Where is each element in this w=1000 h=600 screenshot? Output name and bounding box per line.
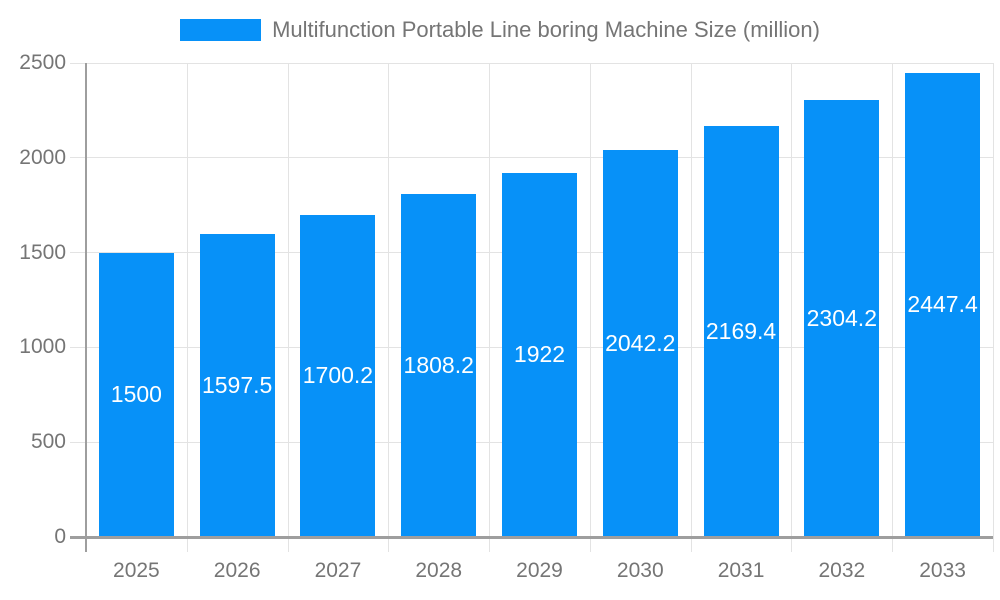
v-gridline xyxy=(186,63,188,552)
y-axis-tick-label: 0 xyxy=(54,525,66,548)
x-axis-tick-label: 2028 xyxy=(415,559,463,582)
x-axis-tick-label: 2031 xyxy=(717,559,765,582)
v-gridline xyxy=(388,63,390,552)
v-gridline xyxy=(589,63,591,552)
bar: 1500 xyxy=(98,252,174,537)
y-axis-line xyxy=(85,63,87,552)
bar: 1922 xyxy=(502,172,577,537)
bar: 1808.2 xyxy=(401,194,477,537)
h-gridline xyxy=(70,62,993,64)
v-gridline xyxy=(892,63,894,552)
y-axis-tick-label: 500 xyxy=(30,430,66,454)
bar-value-label: 2169.4 xyxy=(705,317,777,344)
x-axis-tick-label: 2025 xyxy=(113,559,160,582)
x-axis-tick-label: 2032 xyxy=(818,559,866,582)
legend-item[interactable]: Multifunction Portable Line boring Machi… xyxy=(180,17,820,43)
v-gridline xyxy=(489,63,491,552)
y-axis-tick-label: 1500 xyxy=(19,240,66,264)
bar: 2304.2 xyxy=(804,100,880,537)
x-axis-tick-label: 2026 xyxy=(213,559,261,582)
bar: 2042.2 xyxy=(602,149,678,537)
y-axis-tick-label: 2500 xyxy=(19,51,66,74)
x-axis-tick-label: 2033 xyxy=(919,559,966,582)
bar-value-label: 1500 xyxy=(110,381,162,408)
bar-value-label: 1597.5 xyxy=(201,372,273,399)
x-axis-tick-label: 2027 xyxy=(314,559,362,582)
x-axis-tick-label: 2030 xyxy=(616,559,664,582)
bar: 1597.5 xyxy=(199,234,275,537)
h-gridline xyxy=(70,157,993,159)
v-gridline xyxy=(690,63,692,552)
v-gridline xyxy=(791,63,793,552)
x-axis-tick-label: 2029 xyxy=(516,559,563,582)
chart-title: Multifunction Portable Line boring Machi… xyxy=(272,17,820,42)
bar: 2447.4 xyxy=(905,72,981,537)
bar: 2169.4 xyxy=(703,125,779,537)
bar-value-label: 2042.2 xyxy=(605,329,676,356)
bar-value-label: 1922 xyxy=(513,341,566,368)
legend: Multifunction Portable Line boring Machi… xyxy=(0,14,1000,46)
bar-value-label: 1700.2 xyxy=(302,362,374,389)
v-gridline xyxy=(993,63,994,552)
bar: 1700.2 xyxy=(300,214,376,537)
legend-swatch xyxy=(180,19,262,41)
bar-value-label: 2304.2 xyxy=(806,305,877,332)
v-gridline xyxy=(287,63,289,552)
bar-value-label: 1808.2 xyxy=(403,352,474,379)
y-axis-tick-label: 2000 xyxy=(19,145,66,169)
x-axis-line xyxy=(70,536,993,539)
y-axis-tick-label: 1000 xyxy=(19,335,66,359)
bar-value-label: 2447.4 xyxy=(907,291,978,318)
